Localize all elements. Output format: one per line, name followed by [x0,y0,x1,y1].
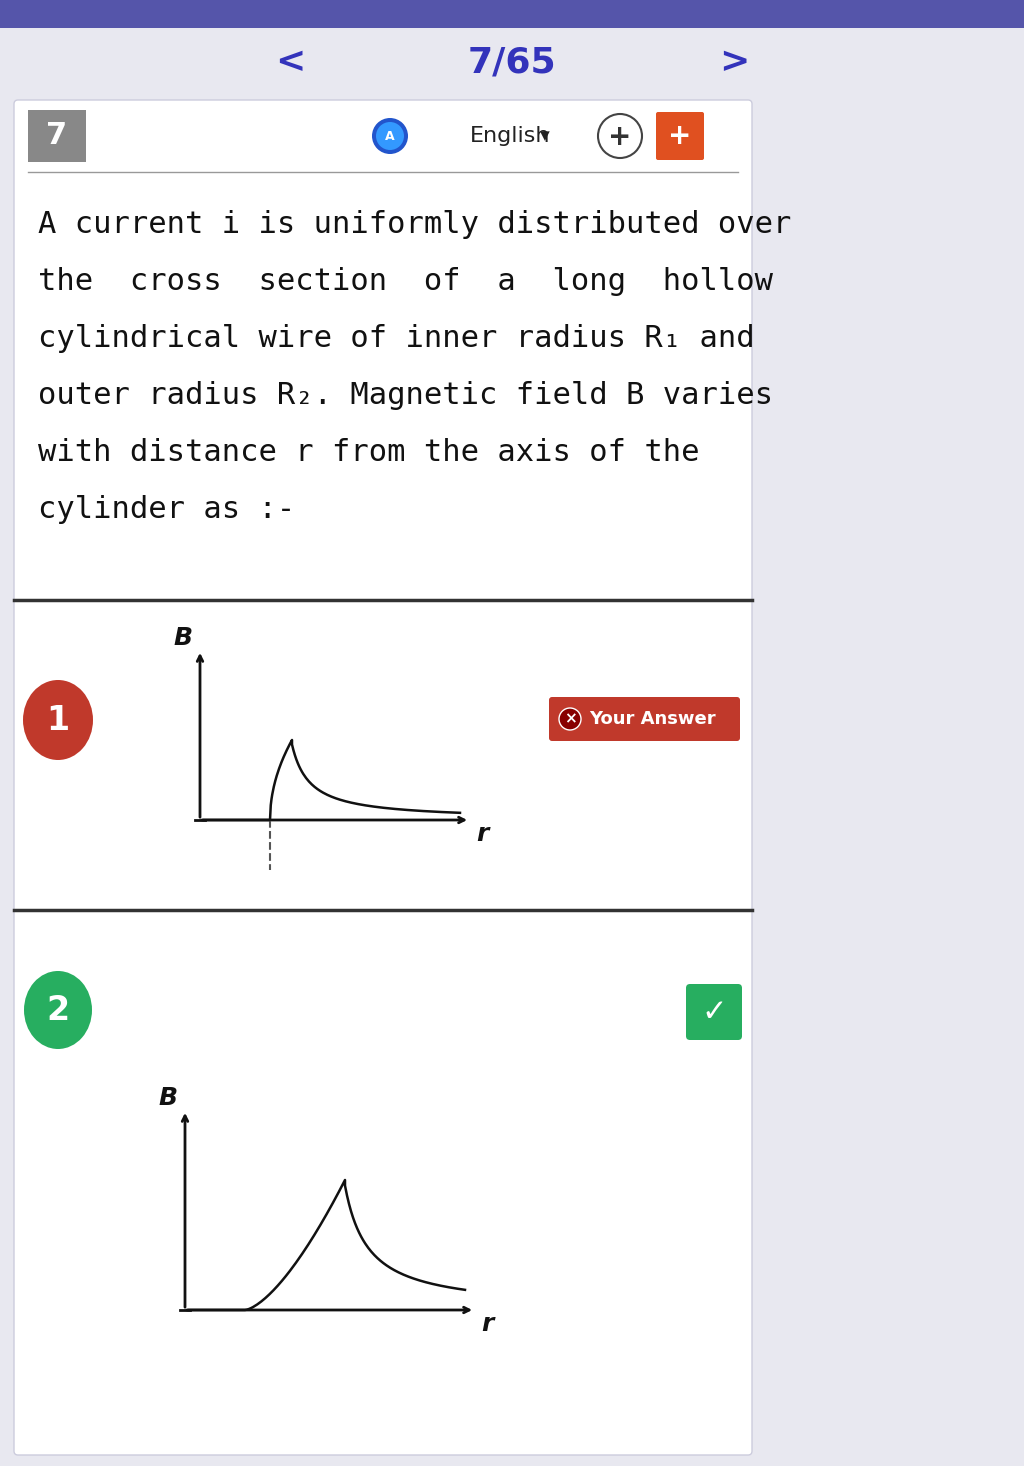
Text: the  cross  section  of  a  long  hollow: the cross section of a long hollow [38,267,773,296]
Text: r: r [481,1312,494,1336]
Ellipse shape [24,970,92,1050]
Circle shape [598,114,642,158]
Text: A current i is uniformly distributed over: A current i is uniformly distributed ove… [38,210,792,239]
Text: 2: 2 [46,994,70,1026]
Text: 7/65: 7/65 [468,45,556,79]
Text: r: r [476,822,488,846]
Circle shape [372,117,408,154]
Text: <: < [274,45,305,79]
FancyBboxPatch shape [549,696,740,740]
Text: A: A [385,129,395,142]
Circle shape [376,122,404,150]
Text: ✓: ✓ [701,997,727,1026]
Text: with distance r from the axis of the: with distance r from the axis of the [38,438,699,468]
Text: +: + [669,122,691,150]
Text: 7: 7 [46,122,68,151]
Text: ▾: ▾ [540,126,550,145]
Text: English: English [470,126,551,147]
Text: B: B [158,1086,177,1110]
Text: +: + [608,123,632,151]
Text: B: B [173,626,193,649]
Ellipse shape [23,680,93,759]
Text: cylindrical wire of inner radius R₁ and: cylindrical wire of inner radius R₁ and [38,324,755,353]
FancyBboxPatch shape [686,984,742,1039]
Text: ×: × [563,711,577,727]
Text: >: > [719,45,750,79]
FancyBboxPatch shape [656,111,705,160]
Text: outer radius R₂. Magnetic field B varies: outer radius R₂. Magnetic field B varies [38,381,773,410]
Text: cylinder as :-: cylinder as :- [38,496,295,523]
FancyBboxPatch shape [14,100,752,1454]
Text: 1: 1 [46,704,70,736]
Circle shape [559,708,581,730]
FancyBboxPatch shape [28,110,86,163]
FancyBboxPatch shape [0,0,1024,28]
FancyBboxPatch shape [0,28,1024,95]
Text: Your Answer: Your Answer [589,710,716,729]
